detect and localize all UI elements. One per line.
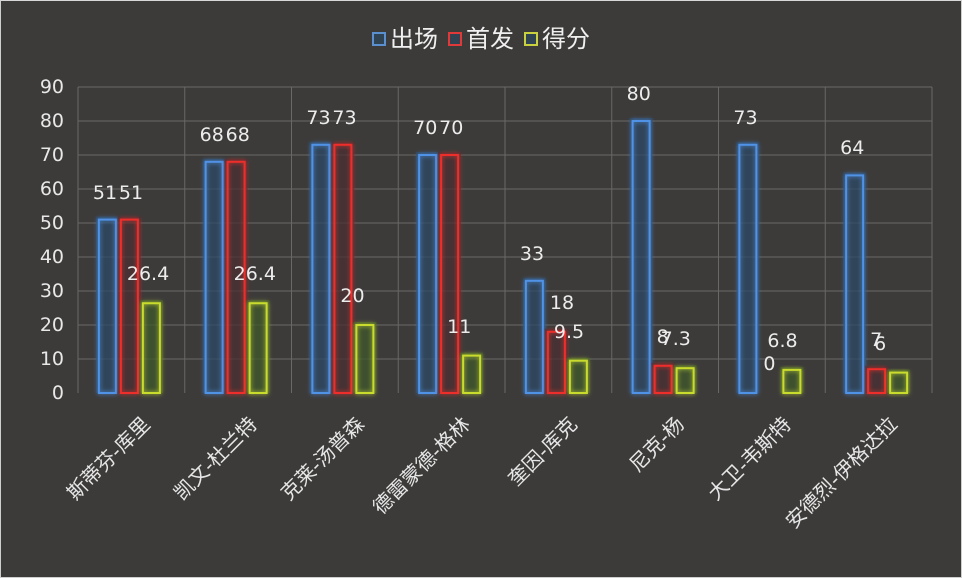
- data-label: 73: [332, 106, 357, 129]
- data-label: 26.4: [126, 263, 170, 286]
- bar-出场[interactable]: [845, 174, 865, 394]
- bar-shadow: [416, 152, 440, 393]
- data-label: 6.8: [767, 329, 798, 352]
- bar-shadow: [544, 328, 568, 393]
- bar-shadow: [522, 277, 546, 393]
- bar-shadow: [353, 322, 377, 393]
- data-label: 70: [439, 117, 464, 139]
- data-label: 73: [306, 106, 331, 129]
- y-tick-label: 10: [39, 348, 64, 370]
- bar-shadow: [843, 172, 867, 393]
- chart-legend: 出场 首发 得分: [0, 24, 962, 54]
- data-label: 51: [118, 181, 144, 204]
- bar-shadow: [309, 141, 333, 393]
- y-tick-label: 40: [39, 246, 64, 268]
- bar-shadow: [780, 366, 804, 393]
- legend-swatch-red-icon: [448, 32, 462, 46]
- bar-首发[interactable]: [226, 160, 246, 394]
- bar-shadow: [224, 158, 248, 393]
- y-tick-label: 70: [39, 144, 64, 166]
- legend-swatch-yellow-icon: [524, 32, 538, 46]
- legend-label: 得分: [542, 25, 590, 53]
- bar-shadow: [438, 152, 462, 393]
- bar-shadow: [460, 352, 484, 393]
- data-label: 33: [519, 242, 545, 265]
- data-label: 64: [840, 137, 865, 160]
- bar-出场[interactable]: [631, 120, 651, 394]
- bar-得分[interactable]: [568, 359, 588, 395]
- bar-得分[interactable]: [355, 324, 375, 394]
- bar-首发[interactable]: [653, 364, 673, 394]
- data-label: 9.5: [553, 320, 585, 343]
- bar-得分[interactable]: [248, 302, 268, 394]
- y-tick-label: 0: [51, 382, 64, 404]
- data-label: 26.4: [233, 263, 276, 286]
- data-label: 68: [199, 123, 224, 146]
- bar-出场[interactable]: [524, 279, 544, 394]
- data-label: 7: [870, 329, 883, 352]
- legend-swatch-blue-icon: [372, 32, 386, 46]
- legend-label: 首发: [466, 25, 514, 53]
- bar-shadow: [887, 369, 911, 393]
- legend-item-points: 得分: [524, 24, 590, 54]
- bar-shadow: [202, 158, 226, 393]
- bar-出场[interactable]: [97, 218, 117, 394]
- data-label: 80: [626, 83, 651, 105]
- bar-得分[interactable]: [782, 368, 802, 395]
- bar-shadow: [736, 141, 760, 393]
- bar-得分[interactable]: [675, 367, 695, 394]
- legend-item-appearances: 出场: [372, 24, 438, 54]
- bar-首发[interactable]: [440, 154, 460, 394]
- bar-shadow: [673, 365, 697, 393]
- data-label: 6: [874, 332, 887, 355]
- data-label: 20: [340, 285, 365, 307]
- bar-shadow: [566, 357, 590, 393]
- data-label: 0: [763, 353, 776, 375]
- legend-item-starts: 首发: [448, 24, 514, 54]
- bar-得分[interactable]: [462, 354, 482, 395]
- bar-shadow: [629, 118, 653, 393]
- data-label: 73: [733, 106, 758, 129]
- y-tick-label: 80: [39, 110, 64, 132]
- data-label: 68: [225, 123, 250, 146]
- bar-出场[interactable]: [311, 143, 331, 394]
- y-tick-label: 50: [39, 212, 64, 234]
- data-label: 70: [413, 117, 438, 139]
- y-tick-label: 30: [39, 280, 64, 302]
- y-tick-label: 20: [39, 314, 64, 336]
- y-tick-label: 60: [39, 178, 64, 200]
- data-label: 11: [447, 315, 472, 338]
- bar-出场[interactable]: [204, 160, 224, 394]
- bar-得分[interactable]: [889, 371, 909, 395]
- legend-label: 出场: [390, 25, 438, 53]
- bar-首发[interactable]: [119, 218, 139, 394]
- bar-首发[interactable]: [546, 330, 566, 394]
- data-label: 8: [656, 325, 669, 348]
- data-label: 7.3: [660, 328, 691, 351]
- data-label: 18: [549, 291, 575, 314]
- bar-得分[interactable]: [141, 302, 161, 394]
- bar-shadow: [139, 300, 163, 393]
- bar-出场[interactable]: [418, 154, 438, 394]
- bar-首发[interactable]: [867, 368, 887, 395]
- y-tick-label: 90: [39, 76, 64, 98]
- bar-shadow: [865, 366, 889, 393]
- data-label: 51: [92, 181, 118, 204]
- bar-shadow: [651, 362, 675, 393]
- bar-shadow: [95, 216, 119, 393]
- bar-出场[interactable]: [738, 143, 758, 394]
- bar-首发[interactable]: [333, 143, 353, 394]
- bar-shadow: [117, 216, 141, 393]
- bar-shadow: [246, 300, 270, 393]
- bar-shadow: [331, 141, 355, 393]
